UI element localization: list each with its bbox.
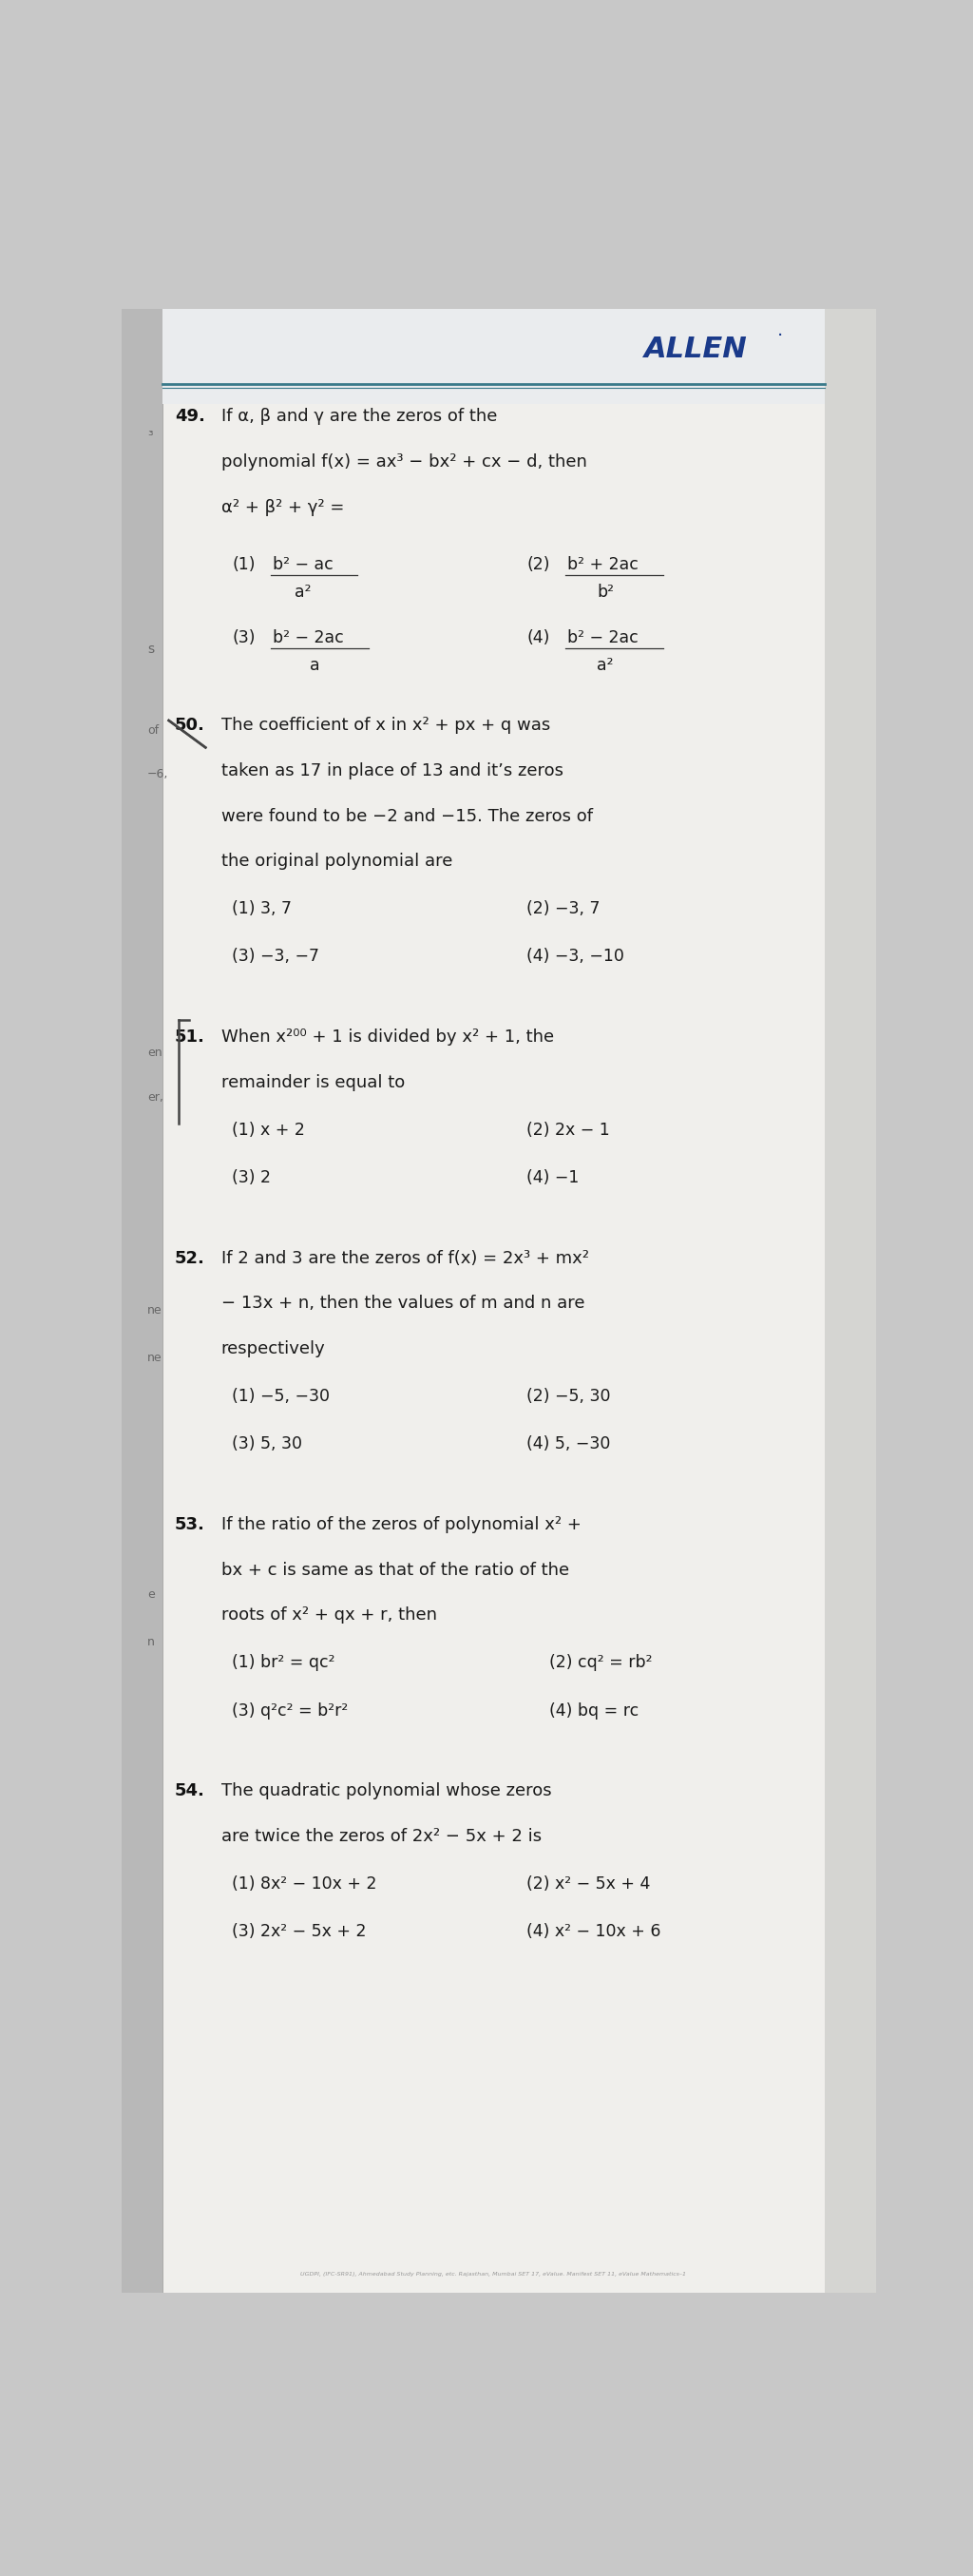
Text: (1) −5, −30: (1) −5, −30 [233, 1388, 330, 1404]
Text: ³: ³ [147, 430, 153, 443]
Bar [825, 309, 876, 2293]
Text: When x²⁰⁰ + 1 is divided by x² + 1, the: When x²⁰⁰ + 1 is divided by x² + 1, the [221, 1028, 554, 1046]
Text: e: e [147, 1589, 155, 1600]
Text: 51.: 51. [174, 1028, 205, 1046]
Text: UGDPI, (IFC-SR91), Ahmedabad Study Planning, etc. Rajasthan, Mumbai SET 17, eVal: UGDPI, (IFC-SR91), Ahmedabad Study Plann… [301, 2272, 686, 2277]
Text: en: en [147, 1046, 162, 1059]
Text: (2) cq² = rb²: (2) cq² = rb² [549, 1654, 652, 1672]
Text: b² − 2ac: b² − 2ac [272, 629, 343, 647]
Text: (3) 2: (3) 2 [233, 1170, 271, 1185]
Text: ·: · [777, 327, 783, 345]
Bar [162, 309, 825, 404]
Bar [162, 309, 825, 2293]
Text: (4) x² − 10x + 6: (4) x² − 10x + 6 [526, 1924, 661, 1940]
Bar [122, 309, 162, 2293]
Text: (4) −1: (4) −1 [526, 1170, 579, 1185]
Text: respectively: respectively [221, 1340, 325, 1358]
Text: If the ratio of the zeros of polynomial x² +: If the ratio of the zeros of polynomial … [221, 1517, 581, 1533]
Text: 49.: 49. [174, 407, 205, 425]
Text: (2) −3, 7: (2) −3, 7 [526, 902, 600, 917]
Text: s: s [147, 641, 154, 654]
Text: (3) 5, 30: (3) 5, 30 [233, 1435, 303, 1453]
Text: 53.: 53. [174, 1517, 205, 1533]
Text: polynomial f(x) = ax³ − bx² + cx − d, then: polynomial f(x) = ax³ − bx² + cx − d, th… [221, 453, 587, 471]
Text: (2) x² − 5x + 4: (2) x² − 5x + 4 [526, 1875, 651, 1893]
Text: (2) −5, 30: (2) −5, 30 [526, 1388, 611, 1404]
Text: (1) 8x² − 10x + 2: (1) 8x² − 10x + 2 [233, 1875, 377, 1893]
Text: (3) q²c² = b²r²: (3) q²c² = b²r² [233, 1703, 348, 1718]
Text: roots of x² + qx + r, then: roots of x² + qx + r, then [221, 1607, 437, 1623]
Text: ne: ne [147, 1303, 162, 1316]
Text: (2): (2) [526, 556, 550, 572]
Text: er,: er, [147, 1090, 163, 1103]
Text: the original polynomial are: the original polynomial are [221, 853, 452, 871]
Text: b² + 2ac: b² + 2ac [567, 556, 638, 572]
Text: (3) 2x² − 5x + 2: (3) 2x² − 5x + 2 [233, 1924, 367, 1940]
Text: (2) 2x − 1: (2) 2x − 1 [526, 1121, 610, 1139]
Text: (4) −3, −10: (4) −3, −10 [526, 948, 625, 966]
Text: −6,: −6, [147, 768, 168, 781]
Text: α² + β² + γ² =: α² + β² + γ² = [221, 500, 344, 515]
Text: remainder is equal to: remainder is equal to [221, 1074, 405, 1092]
Text: (4): (4) [526, 629, 550, 647]
Text: n: n [147, 1636, 155, 1649]
Text: (3) −3, −7: (3) −3, −7 [233, 948, 319, 966]
Text: (1) x + 2: (1) x + 2 [233, 1121, 306, 1139]
Text: (1): (1) [233, 556, 255, 572]
Text: (3): (3) [233, 629, 255, 647]
Text: The quadratic polynomial whose zeros: The quadratic polynomial whose zeros [221, 1783, 552, 1801]
Text: 54.: 54. [174, 1783, 205, 1801]
Text: ne: ne [147, 1352, 162, 1363]
Text: a²: a² [295, 585, 311, 600]
Text: (1) br² = qc²: (1) br² = qc² [233, 1654, 335, 1672]
Text: 52.: 52. [174, 1249, 205, 1267]
Text: of: of [147, 724, 159, 737]
Text: (4) bq = rc: (4) bq = rc [549, 1703, 638, 1718]
Text: are twice the zeros of 2x² − 5x + 2 is: are twice the zeros of 2x² − 5x + 2 is [221, 1829, 541, 1844]
Text: ALLEN: ALLEN [644, 335, 747, 363]
Text: If α, β and γ are the zeros of the: If α, β and γ are the zeros of the [221, 407, 497, 425]
Text: b²: b² [596, 585, 614, 600]
Text: taken as 17 in place of 13 and it’s zeros: taken as 17 in place of 13 and it’s zero… [221, 762, 563, 781]
Text: a: a [309, 657, 319, 675]
Text: were found to be −2 and −15. The zeros of: were found to be −2 and −15. The zeros o… [221, 806, 593, 824]
Text: 50.: 50. [174, 716, 205, 734]
Text: b² − ac: b² − ac [272, 556, 333, 572]
Text: If 2 and 3 are the zeros of f(x) = 2x³ + mx²: If 2 and 3 are the zeros of f(x) = 2x³ +… [221, 1249, 589, 1267]
Text: a²: a² [596, 657, 613, 675]
Text: bx + c is same as that of the ratio of the: bx + c is same as that of the ratio of t… [221, 1561, 569, 1579]
Text: b² − 2ac: b² − 2ac [567, 629, 638, 647]
Text: (4) 5, −30: (4) 5, −30 [526, 1435, 611, 1453]
Text: (1) 3, 7: (1) 3, 7 [233, 902, 292, 917]
Text: The coefficient of x in x² + px + q was: The coefficient of x in x² + px + q was [221, 716, 550, 734]
Text: − 13x + n, then the values of m and n are: − 13x + n, then the values of m and n ar… [221, 1296, 585, 1311]
